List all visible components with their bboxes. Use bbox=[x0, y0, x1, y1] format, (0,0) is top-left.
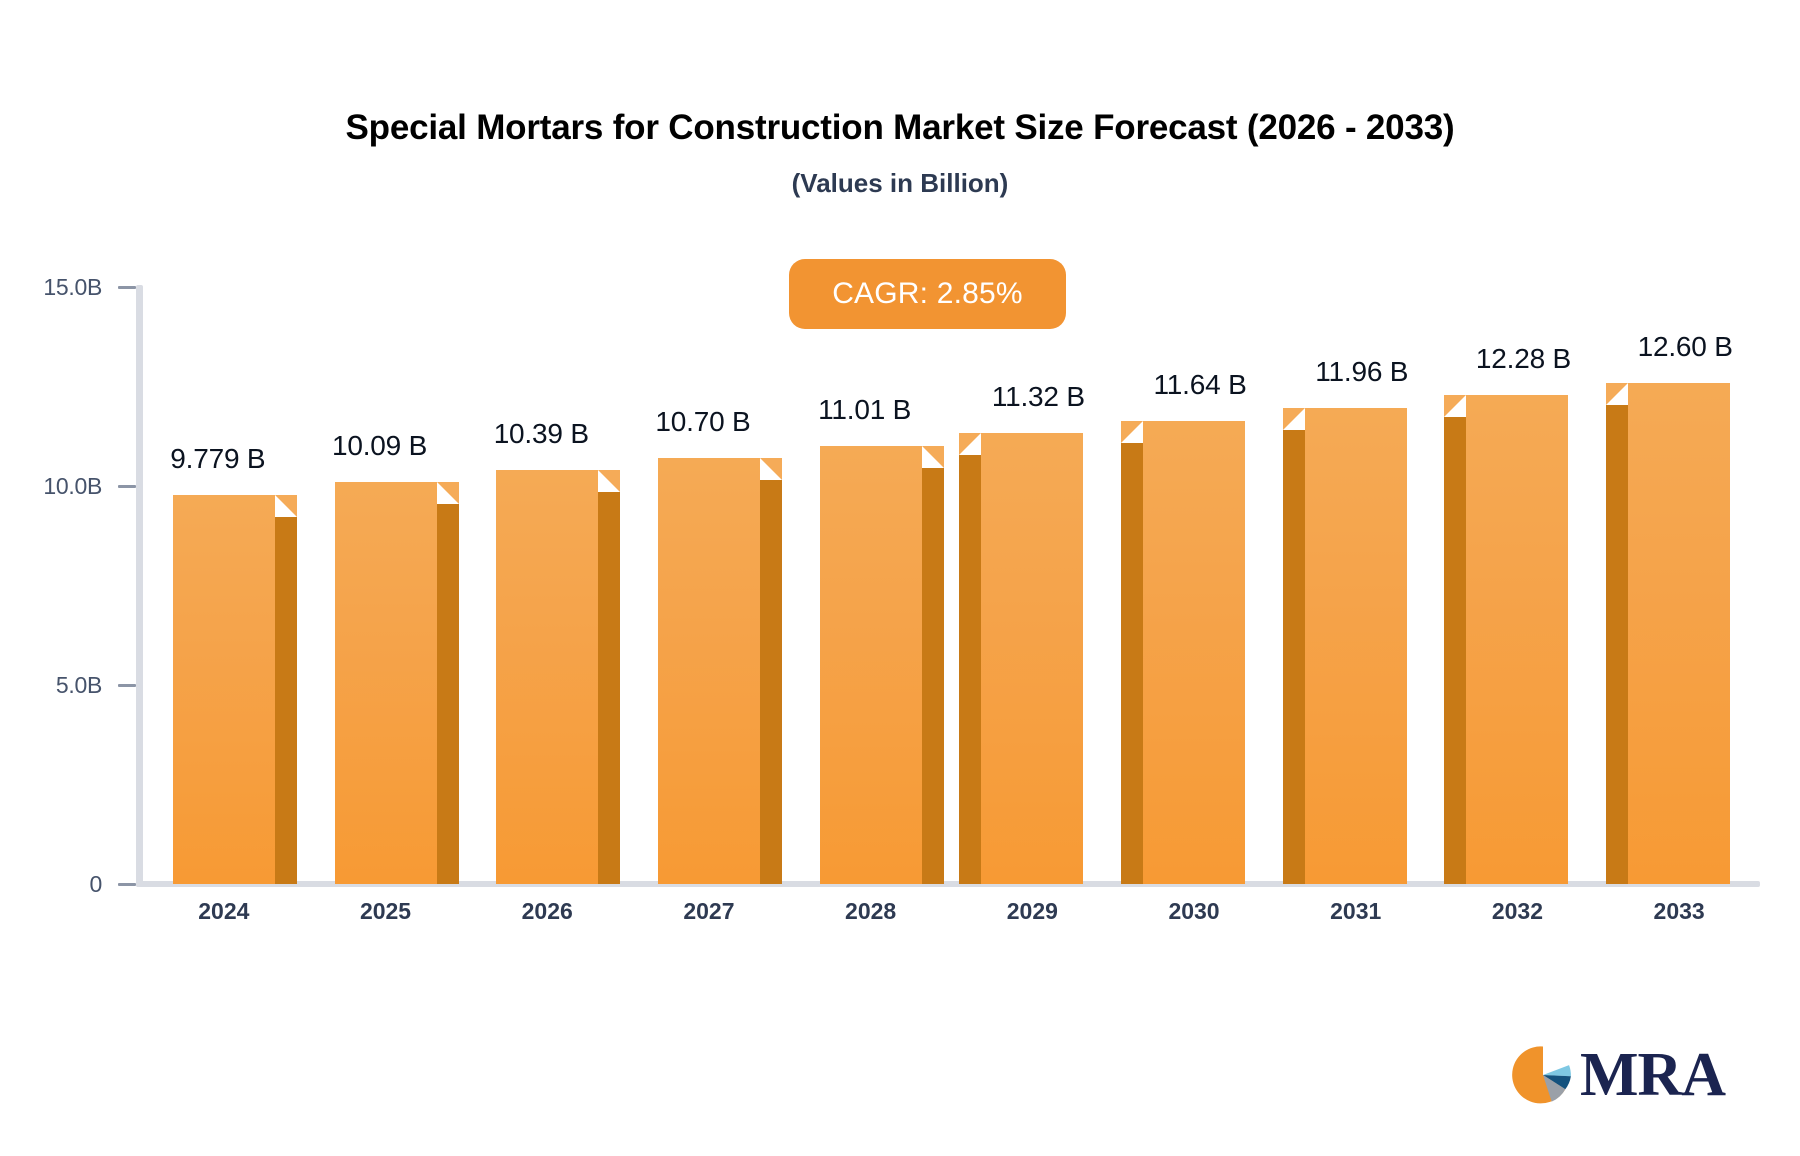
bar-top-face bbox=[921, 445, 944, 468]
bar-front-face bbox=[981, 433, 1084, 884]
bar-front-face bbox=[1304, 408, 1407, 884]
bar-side-face bbox=[274, 516, 297, 884]
y-axis-tick-label: 15.0B bbox=[43, 273, 102, 300]
bar-side-face bbox=[1121, 442, 1144, 884]
x-axis-tick-label: 2027 bbox=[683, 898, 735, 924]
bar-top-face bbox=[1606, 382, 1629, 405]
bar-value-label: 11.64 B bbox=[1153, 368, 1247, 400]
bar-value-label: 9.779 B bbox=[170, 442, 266, 474]
y-axis-tick-mark bbox=[118, 285, 136, 289]
x-axis-tick-label: 2030 bbox=[1168, 898, 1220, 924]
y-axis-tick-label: 0 bbox=[89, 870, 103, 897]
bar[interactable] bbox=[1606, 382, 1731, 884]
bar-value-label: 11.96 B bbox=[1315, 355, 1409, 387]
y-axis-tick-label: 5.0B bbox=[55, 671, 102, 698]
x-axis-tick-label: 2029 bbox=[1006, 898, 1058, 924]
y-axis-tick: 5.0B bbox=[0, 670, 136, 700]
bar[interactable] bbox=[1121, 420, 1246, 884]
bar[interactable] bbox=[819, 445, 944, 884]
bar[interactable] bbox=[334, 482, 459, 884]
bar-side-face bbox=[759, 480, 782, 884]
y-axis-tick: 10.0B bbox=[0, 471, 136, 501]
x-axis-tick-label: 2032 bbox=[1491, 898, 1544, 924]
y-axis-tick-mark bbox=[118, 484, 136, 488]
chart-title: Special Mortars for Construction Market … bbox=[345, 108, 1455, 147]
bar-value-label: 10.70 B bbox=[655, 406, 751, 438]
bar-top-face bbox=[959, 433, 982, 456]
bar[interactable] bbox=[1282, 408, 1407, 884]
bar-front-face bbox=[819, 445, 922, 884]
bar-side-face bbox=[1444, 417, 1467, 884]
bar-front-face bbox=[1628, 382, 1731, 884]
x-axis-tick-label: 2033 bbox=[1653, 898, 1705, 924]
bar-side-face bbox=[436, 504, 459, 884]
chart-subtitle: (Values in Billion) bbox=[791, 168, 1009, 198]
bar-value-label: 10.39 B bbox=[493, 418, 589, 450]
bar[interactable] bbox=[959, 433, 1084, 884]
bar-front-face bbox=[172, 494, 275, 884]
bar[interactable] bbox=[657, 458, 782, 884]
bar-top-face bbox=[759, 458, 782, 481]
bar-side-face bbox=[598, 492, 621, 884]
y-axis-tick-mark bbox=[118, 683, 136, 687]
bar-value-label: 11.01 B bbox=[818, 393, 912, 425]
bar-side-face bbox=[921, 467, 944, 884]
y-axis-tick: 0 bbox=[0, 869, 136, 899]
mra-logo: MRA bbox=[1512, 1041, 1726, 1109]
bar-value-label: 10.09 B bbox=[331, 430, 428, 462]
y-axis-tick: 15.0B bbox=[0, 272, 136, 302]
y-axis-line bbox=[136, 285, 143, 887]
bar-front-face bbox=[1466, 395, 1569, 884]
y-axis-tick-label: 10.0B bbox=[43, 472, 102, 499]
bar-front-face bbox=[657, 458, 760, 884]
bar-top-face bbox=[274, 494, 297, 517]
bar-side-face bbox=[959, 455, 982, 884]
bar-front-face bbox=[496, 470, 599, 884]
bar-value-label: 12.28 B bbox=[1475, 343, 1571, 375]
y-axis-tick-mark bbox=[118, 882, 136, 886]
bar-top-face bbox=[1121, 420, 1144, 443]
bar-value-label: 12.60 B bbox=[1637, 330, 1733, 362]
x-axis-tick-label: 2031 bbox=[1330, 898, 1382, 924]
x-axis-tick-label: 2028 bbox=[845, 898, 897, 924]
x-axis-tick-label: 2026 bbox=[521, 898, 573, 924]
bar[interactable] bbox=[172, 494, 297, 884]
bar-side-face bbox=[1606, 404, 1629, 884]
x-axis-tick-label: 2024 bbox=[198, 898, 250, 924]
bar-front-face bbox=[334, 482, 437, 884]
x-axis-line bbox=[136, 881, 1760, 887]
bar-top-face bbox=[1444, 395, 1467, 418]
bar-top-face bbox=[598, 470, 621, 493]
bar-side-face bbox=[1282, 430, 1305, 884]
x-axis-tick-label: 2025 bbox=[359, 898, 412, 924]
logo-text: MRA bbox=[1580, 1041, 1726, 1109]
bar-value-label: 11.32 B bbox=[991, 381, 1085, 413]
bar-front-face bbox=[1143, 420, 1246, 884]
cagr-badge: CAGR: 2.85% bbox=[789, 259, 1066, 329]
bar-top-face bbox=[436, 482, 459, 505]
bar[interactable] bbox=[1444, 395, 1569, 884]
bar[interactable] bbox=[496, 470, 621, 884]
bar-top-face bbox=[1282, 408, 1305, 430]
pie-chart-icon bbox=[1512, 1046, 1571, 1104]
